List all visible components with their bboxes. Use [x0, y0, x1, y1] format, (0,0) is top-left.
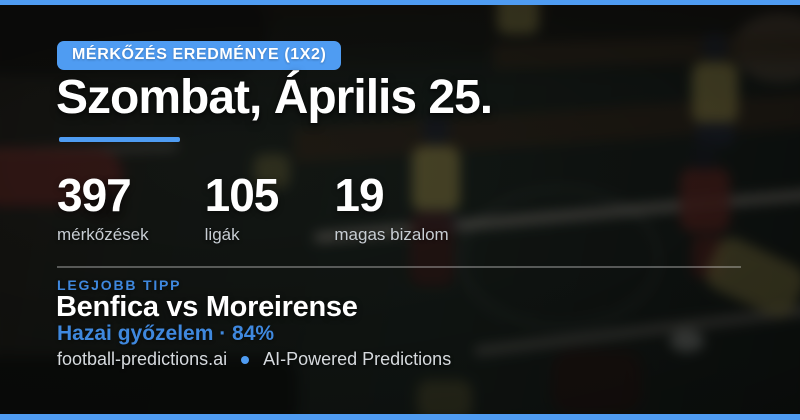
stat-value: 105	[204, 169, 280, 221]
page-title: Szombat, Április 25.	[56, 71, 493, 124]
best-tip-prediction: Hazai győzelem · 84%	[57, 322, 275, 345]
site-name: football-predictions.ai	[57, 349, 228, 369]
stat-label: mérkőzések	[57, 225, 149, 244]
stat-matches: 397 mérkőzések	[57, 172, 149, 245]
stat-label: ligák	[204, 225, 240, 244]
footer: football-predictions.ai AI-Powered Predi…	[57, 349, 451, 370]
blue-dot-icon	[241, 355, 250, 364]
best-tip-eyebrow: LEGJOBB TIPP	[57, 277, 182, 293]
bottom-accent-bar	[0, 414, 800, 420]
stat-value: 397	[57, 169, 132, 221]
stat-high-confidence: 19 magas bizalom	[334, 172, 448, 245]
section-divider	[57, 266, 741, 268]
top-accent-bar	[0, 0, 800, 5]
stats-row: 397 mérkőzések 105 ligák 19 magas bizalo…	[57, 172, 449, 245]
stat-label: magas bizalom	[334, 225, 449, 244]
tagline: AI-Powered Predictions	[263, 349, 452, 369]
best-tip-match: Benfica vs Moreirense	[56, 291, 358, 323]
market-badge: MÉRKŐZÉS EREDMÉNYE (1X2)	[57, 41, 342, 70]
stat-leagues: 105 ligák	[204, 169, 280, 245]
title-underline	[59, 137, 180, 142]
stat-value: 19	[334, 169, 384, 221]
